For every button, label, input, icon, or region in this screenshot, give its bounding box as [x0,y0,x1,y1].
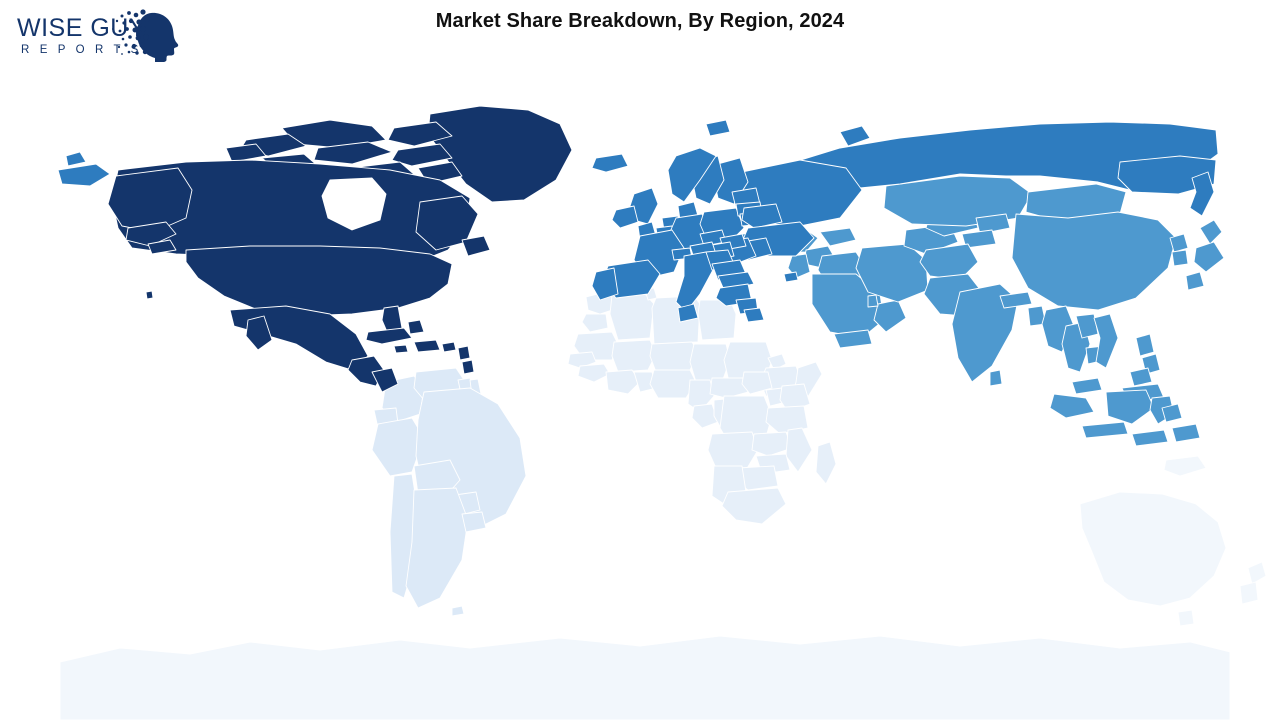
chart-title: Market Share Breakdown, By Region, 2024 [435,10,845,32]
svg-text:WISE GUY: WISE GUY [17,14,146,42]
region-south-america[interactable] [372,368,526,616]
region-europe[interactable] [58,120,1218,322]
region-north-america[interactable] [108,106,572,392]
head-profile-icon [137,12,179,62]
world-map [0,52,1280,720]
region-antarctica[interactable] [60,636,1230,720]
logo-dot-cloud-icon [112,9,150,55]
wiseguy-reports-logo: WISE GUY R E P O R T S [12,6,190,62]
region-middle-east-africa[interactable] [568,288,836,524]
region-oceania[interactable] [1080,456,1266,626]
logo-wordmark: WISE GUY R E P O R T S [17,14,146,56]
svg-text:R E P O R T S: R E P O R T S [21,44,142,56]
